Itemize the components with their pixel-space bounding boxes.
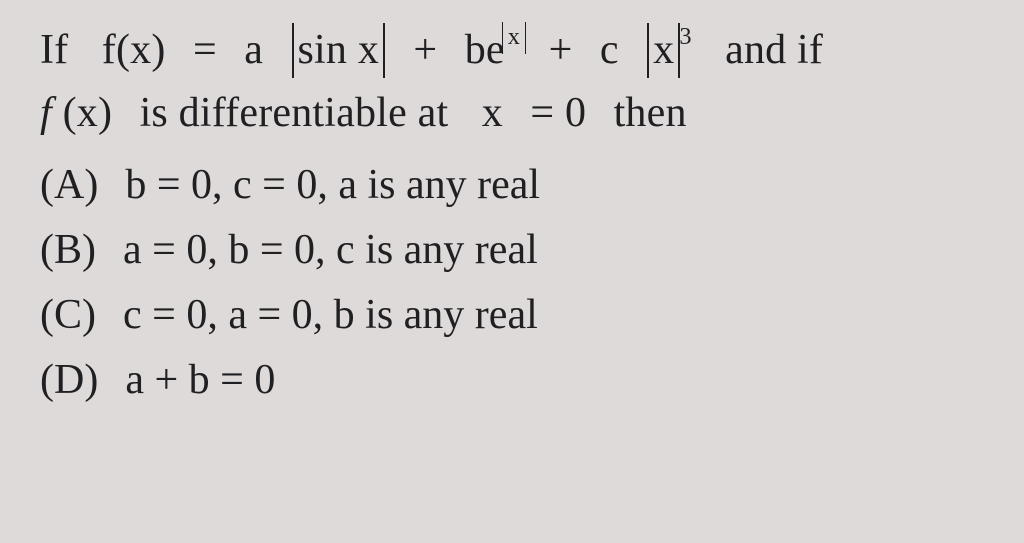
option-d-label: (D) bbox=[40, 357, 98, 403]
paren-x: (x) bbox=[63, 90, 113, 136]
coef-c: c bbox=[600, 27, 619, 73]
equals: = bbox=[193, 27, 217, 73]
question-stem: If f(x) = a sin x + bex + c x3 and if f … bbox=[40, 22, 996, 141]
plus-2: + bbox=[549, 27, 573, 73]
option-c-text: c = 0, a = 0, b is any real bbox=[123, 292, 538, 338]
x: x bbox=[653, 27, 674, 73]
option-b-text: a = 0, b = 0, c is any real bbox=[123, 227, 538, 273]
option-d-text: a + b = 0 bbox=[125, 357, 275, 403]
text-if: If bbox=[40, 27, 68, 73]
option-a[interactable]: (A) b = 0, c = 0, a is any real bbox=[40, 155, 996, 216]
sin-x: sin x bbox=[298, 27, 380, 73]
option-a-text: b = 0, c = 0, a is any real bbox=[125, 162, 540, 208]
eq-zero: = 0 bbox=[530, 90, 586, 136]
abs-sin-x: sin x bbox=[297, 22, 381, 79]
be: be bbox=[465, 27, 505, 73]
stem-line-2: f (x) is differentiable at x = 0 then bbox=[40, 85, 996, 142]
coef-a: a bbox=[244, 27, 263, 73]
option-c[interactable]: (C) c = 0, a = 0, b is any real bbox=[40, 285, 996, 346]
text-then: then bbox=[614, 90, 687, 136]
cube-exponent: 3 bbox=[679, 23, 691, 50]
option-a-label: (A) bbox=[40, 162, 98, 208]
stem-line-1: If f(x) = a sin x + bex + c x3 and if bbox=[40, 22, 996, 79]
text-is-diff: is differentiable at bbox=[140, 90, 449, 136]
x-var: x bbox=[482, 90, 503, 136]
text-and-if: and if bbox=[725, 27, 823, 73]
option-b[interactable]: (B) a = 0, b = 0, c is any real bbox=[40, 220, 996, 281]
abs-x: x bbox=[652, 22, 675, 79]
f-italic: f bbox=[40, 90, 52, 136]
exp-x: x bbox=[508, 23, 520, 50]
exponent-abs-x: x bbox=[507, 23, 521, 50]
fx: f(x) bbox=[102, 27, 166, 73]
option-c-label: (C) bbox=[40, 292, 96, 338]
option-d[interactable]: (D) a + b = 0 bbox=[40, 350, 996, 411]
option-b-label: (B) bbox=[40, 227, 96, 273]
plus-1: + bbox=[413, 27, 437, 73]
